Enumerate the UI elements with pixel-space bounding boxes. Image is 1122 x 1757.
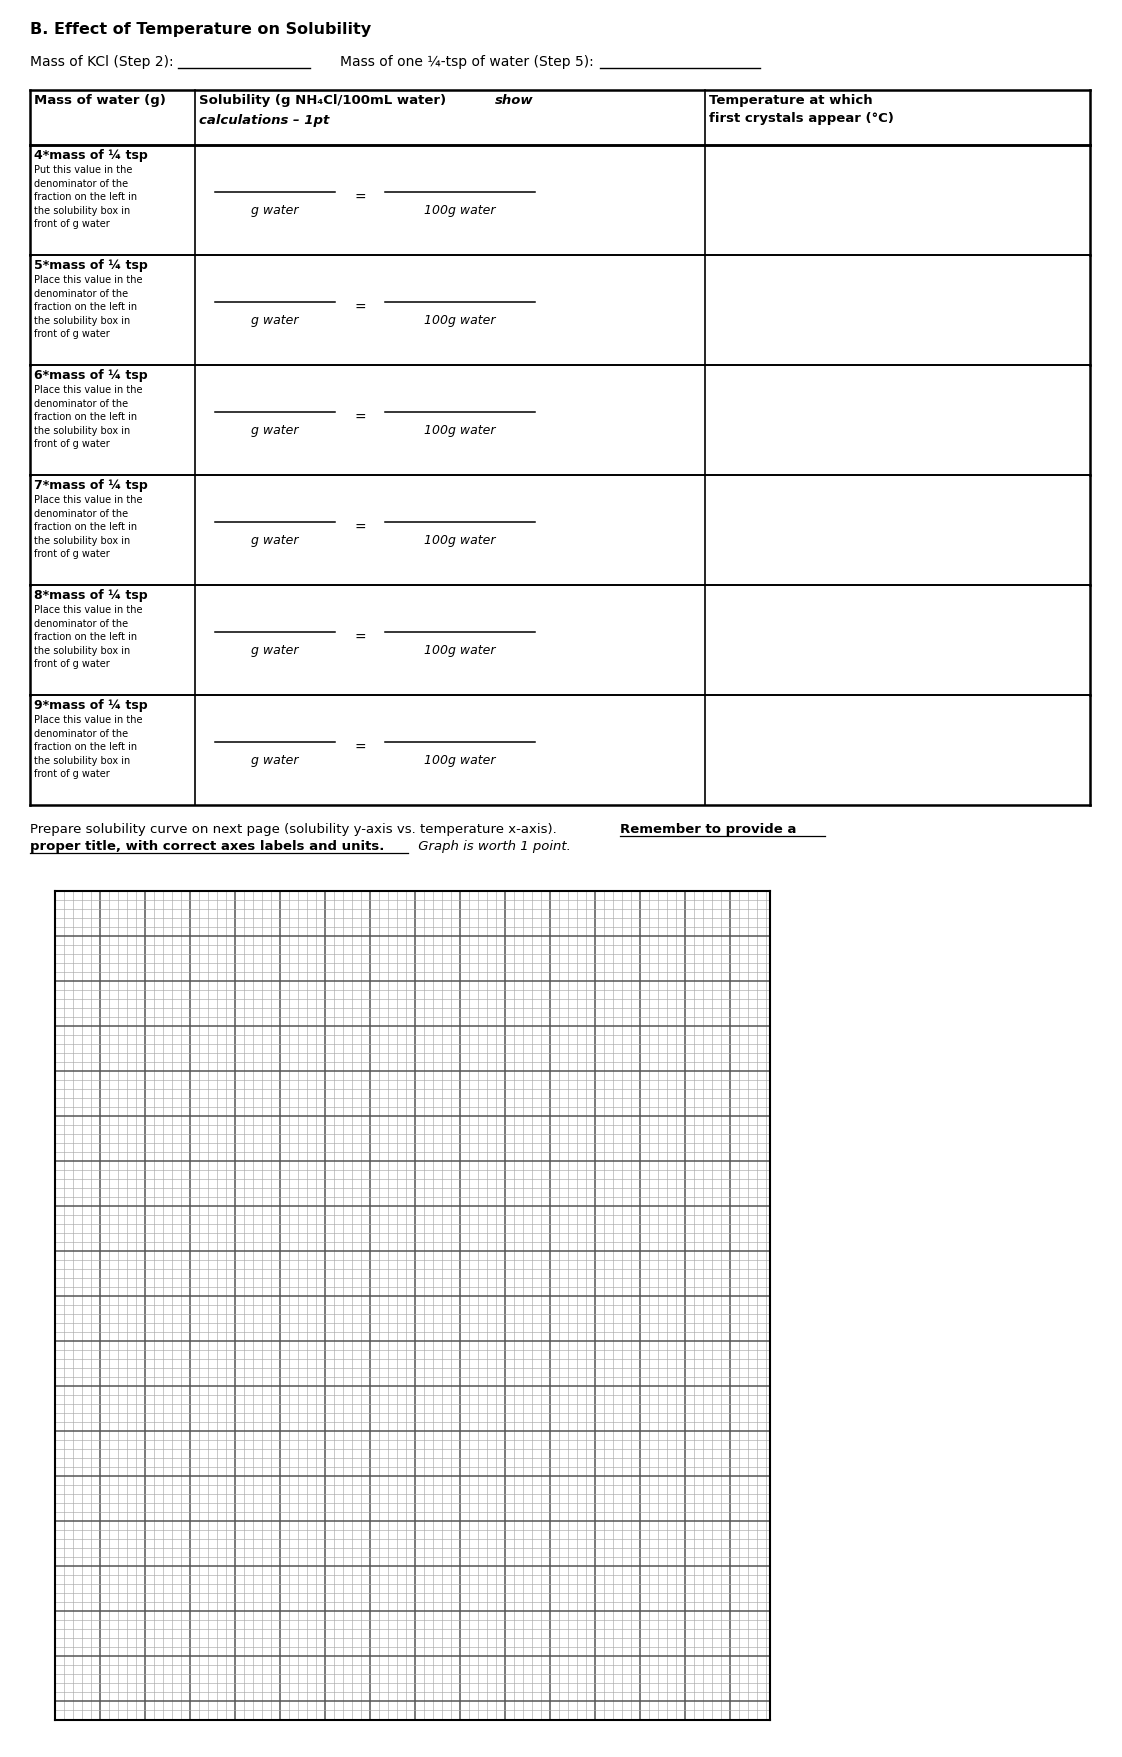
Text: g water: g water bbox=[251, 315, 298, 327]
Text: =: = bbox=[355, 741, 366, 756]
Text: Solubility (g NH₄Cl/100mL water): Solubility (g NH₄Cl/100mL water) bbox=[199, 95, 451, 107]
Text: Prepare solubility curve on next page (solubility y-axis vs. temperature x-axis): Prepare solubility curve on next page (s… bbox=[30, 822, 565, 836]
Text: Place this value in the
denominator of the
fraction on the left in
the solubilit: Place this value in the denominator of t… bbox=[34, 495, 142, 559]
Text: 6*mass of ¼ tsp: 6*mass of ¼ tsp bbox=[34, 369, 148, 381]
Text: 4*mass of ¼ tsp: 4*mass of ¼ tsp bbox=[34, 149, 148, 162]
Text: show: show bbox=[495, 95, 534, 107]
Text: Remember to provide a: Remember to provide a bbox=[620, 822, 797, 836]
Text: 8*mass of ¼ tsp: 8*mass of ¼ tsp bbox=[34, 589, 148, 603]
Text: =: = bbox=[355, 522, 366, 534]
Text: Place this value in the
denominator of the
fraction on the left in
the solubilit: Place this value in the denominator of t… bbox=[34, 385, 142, 450]
Text: =: = bbox=[355, 631, 366, 645]
Text: =: = bbox=[355, 411, 366, 425]
Text: Place this value in the
denominator of the
fraction on the left in
the solubilit: Place this value in the denominator of t… bbox=[34, 715, 142, 780]
Text: Put this value in the
denominator of the
fraction on the left in
the solubility : Put this value in the denominator of the… bbox=[34, 165, 137, 230]
Text: g water: g water bbox=[251, 645, 298, 657]
Text: 9*mass of ¼ tsp: 9*mass of ¼ tsp bbox=[34, 699, 148, 712]
Text: 100g water: 100g water bbox=[424, 315, 496, 327]
Text: 100g water: 100g water bbox=[424, 423, 496, 437]
Text: =: = bbox=[355, 192, 366, 206]
Text: g water: g water bbox=[251, 423, 298, 437]
Text: Mass of water (g): Mass of water (g) bbox=[34, 95, 166, 107]
Text: calculations – 1pt: calculations – 1pt bbox=[199, 114, 330, 127]
Text: Temperature at which
first crystals appear (°C): Temperature at which first crystals appe… bbox=[709, 95, 894, 125]
Text: Place this value in the
denominator of the
fraction on the left in
the solubilit: Place this value in the denominator of t… bbox=[34, 604, 142, 669]
Text: 100g water: 100g water bbox=[424, 645, 496, 657]
Text: B. Effect of Temperature on Solubility: B. Effect of Temperature on Solubility bbox=[30, 23, 371, 37]
Text: g water: g water bbox=[251, 204, 298, 218]
Text: 100g water: 100g water bbox=[424, 534, 496, 546]
Text: Place this value in the
denominator of the
fraction on the left in
the solubilit: Place this value in the denominator of t… bbox=[34, 276, 142, 339]
Text: Mass of KCl (Step 2):: Mass of KCl (Step 2): bbox=[30, 54, 174, 69]
Text: g water: g water bbox=[251, 534, 298, 546]
Text: Mass of one ¼-tsp of water (Step 5):: Mass of one ¼-tsp of water (Step 5): bbox=[340, 54, 594, 69]
Text: =: = bbox=[355, 300, 366, 315]
Text: 5*mass of ¼ tsp: 5*mass of ¼ tsp bbox=[34, 258, 148, 272]
Text: 7*mass of ¼ tsp: 7*mass of ¼ tsp bbox=[34, 480, 148, 492]
Text: g water: g water bbox=[251, 754, 298, 768]
Text: proper title, with correct axes labels and units.: proper title, with correct axes labels a… bbox=[30, 840, 385, 852]
Text: Graph is worth 1 point.: Graph is worth 1 point. bbox=[414, 840, 571, 852]
Text: 100g water: 100g water bbox=[424, 754, 496, 768]
Text: 100g water: 100g water bbox=[424, 204, 496, 218]
